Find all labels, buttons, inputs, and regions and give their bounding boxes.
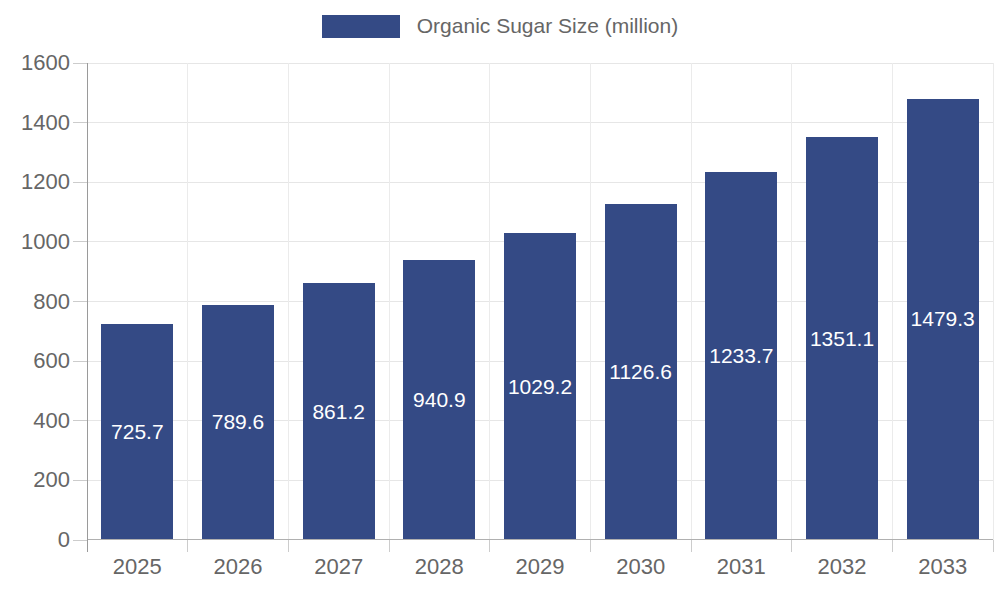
x-axis-tick-label: 2033 xyxy=(892,554,993,580)
bar-value-label: 1351.1 xyxy=(792,327,892,351)
y-axis-tick xyxy=(73,241,87,242)
bar-chart: Organic Sugar Size (million) 725.7789.68… xyxy=(0,0,1000,600)
bar-value-label: 861.2 xyxy=(289,400,389,424)
gridline-horizontal xyxy=(87,63,993,64)
x-axis-tick xyxy=(993,540,994,552)
bar: 940.9 xyxy=(403,260,475,541)
y-axis-tick-label: 800 xyxy=(0,291,70,313)
y-axis-line xyxy=(87,63,88,552)
bar-value-label: 940.9 xyxy=(389,388,489,412)
gridline-vertical xyxy=(791,63,792,540)
x-axis-tick-label: 2028 xyxy=(389,554,490,580)
y-axis-tick xyxy=(73,63,87,64)
x-axis-baseline xyxy=(87,539,993,540)
y-axis-tick-label: 1600 xyxy=(0,52,70,74)
y-axis-tick xyxy=(73,182,87,183)
y-axis-tick-label: 400 xyxy=(0,410,70,432)
bar-value-label: 1126.6 xyxy=(591,360,691,384)
bar-value-label: 789.6 xyxy=(188,410,288,434)
bar-value-label: 1029.2 xyxy=(490,375,590,399)
legend-swatch xyxy=(322,15,400,38)
y-axis-tick xyxy=(73,540,87,541)
x-axis-tick xyxy=(791,540,792,552)
x-axis-tick xyxy=(489,540,490,552)
gridline-vertical xyxy=(489,63,490,540)
gridline-vertical xyxy=(993,63,994,540)
x-axis-tick-label: 2032 xyxy=(792,554,893,580)
x-axis-tick-label: 2030 xyxy=(590,554,691,580)
bar: 725.7 xyxy=(101,324,173,540)
bar: 1029.2 xyxy=(504,233,576,540)
bar: 1126.6 xyxy=(605,204,677,540)
y-axis-tick xyxy=(73,301,87,302)
y-axis-tick-label: 1000 xyxy=(0,231,70,253)
x-axis-tick xyxy=(288,540,289,552)
plot-area: 725.7789.6861.2940.91029.21126.61233.713… xyxy=(87,63,993,540)
bar: 861.2 xyxy=(303,283,375,540)
y-axis-tick xyxy=(73,420,87,421)
x-axis-tick xyxy=(691,540,692,552)
x-axis-tick xyxy=(389,540,390,552)
x-axis-tick-label: 2031 xyxy=(691,554,792,580)
y-axis-tick xyxy=(73,122,87,123)
y-axis-tick-label: 1200 xyxy=(0,171,70,193)
bar: 1479.3 xyxy=(907,99,979,540)
y-axis-tick xyxy=(73,480,87,481)
gridline-vertical xyxy=(288,63,289,540)
y-axis-tick-label: 600 xyxy=(0,350,70,372)
gridline-vertical xyxy=(892,63,893,540)
x-axis-tick-label: 2026 xyxy=(188,554,289,580)
legend-label: Organic Sugar Size (million) xyxy=(417,14,678,38)
bar-value-label: 1479.3 xyxy=(893,307,993,331)
legend: Organic Sugar Size (million) xyxy=(0,14,1000,38)
gridline-vertical xyxy=(691,63,692,540)
x-axis-tick-label: 2029 xyxy=(490,554,591,580)
x-axis-tick xyxy=(590,540,591,552)
gridline-horizontal xyxy=(87,122,993,123)
y-axis-tick-label: 0 xyxy=(0,529,70,551)
bar: 789.6 xyxy=(202,305,274,540)
bar-value-label: 1233.7 xyxy=(691,344,791,368)
gridline-vertical xyxy=(590,63,591,540)
bar: 1233.7 xyxy=(705,172,777,540)
x-axis-tick xyxy=(892,540,893,552)
gridline-vertical xyxy=(187,63,188,540)
y-axis-tick-label: 1400 xyxy=(0,112,70,134)
bar-value-label: 725.7 xyxy=(87,420,187,444)
y-axis-tick-label: 200 xyxy=(0,469,70,491)
x-axis-tick xyxy=(187,540,188,552)
gridline-vertical xyxy=(389,63,390,540)
bar: 1351.1 xyxy=(806,137,878,540)
x-axis-tick-label: 2027 xyxy=(288,554,389,580)
x-axis-tick-label: 2025 xyxy=(87,554,188,580)
y-axis-tick xyxy=(73,361,87,362)
